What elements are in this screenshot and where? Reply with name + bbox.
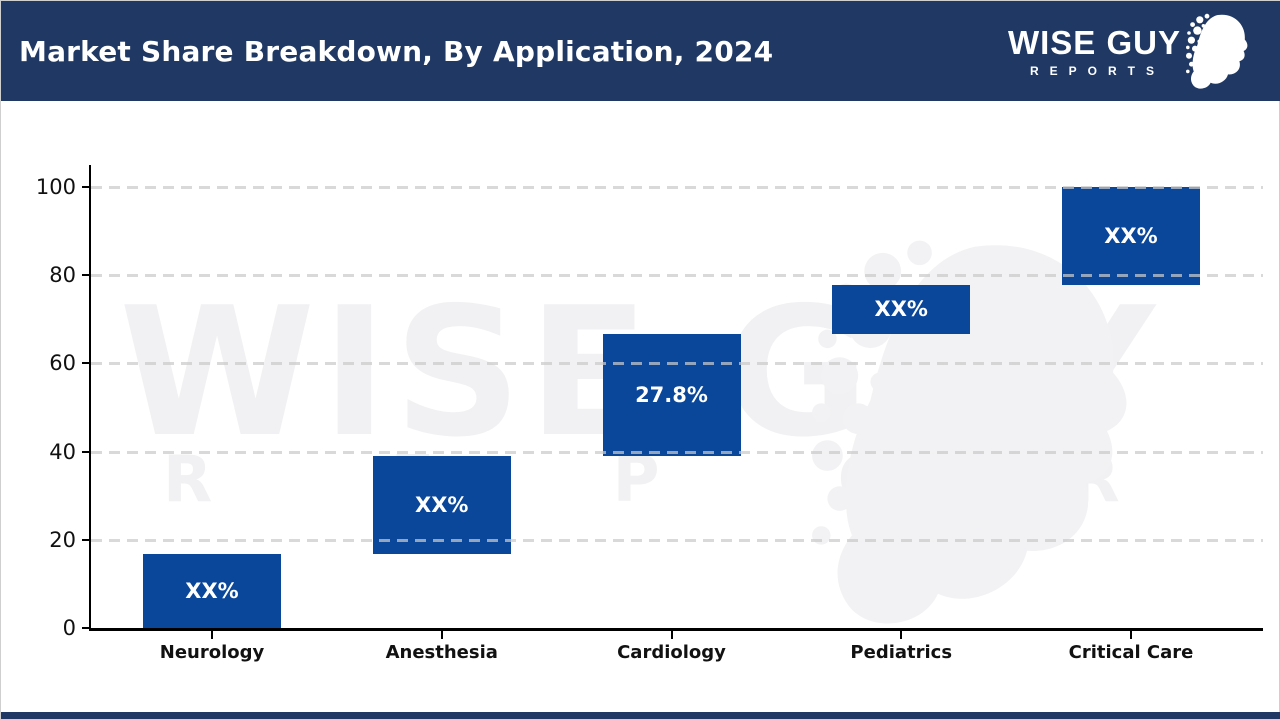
y-axis-label-100: 100 xyxy=(35,175,76,199)
x-axis-tick-3 xyxy=(900,630,903,639)
gridline-100 xyxy=(91,186,1263,189)
y-axis-label-40: 40 xyxy=(49,439,76,464)
brand-name: WISE GUY xyxy=(1007,23,1181,61)
y-axis-tick-40 xyxy=(82,450,91,453)
y-axis-label-20: 20 xyxy=(49,527,76,552)
bar-pediatrics: XX% xyxy=(832,284,971,334)
bar-value-label: 27.8% xyxy=(635,383,708,408)
bar-neurology: XX% xyxy=(143,554,281,628)
dotted-face-icon xyxy=(1186,13,1248,89)
gridline-40 xyxy=(91,450,1263,454)
gridline-60 xyxy=(91,362,1263,366)
x-axis-tick-4 xyxy=(1130,630,1132,639)
x-axis-label-1: Anesthesia xyxy=(385,642,498,663)
y-axis-label-60: 60 xyxy=(49,351,76,376)
y-axis-label-80: 80 xyxy=(49,263,76,288)
y-axis-tick-80 xyxy=(82,274,91,277)
bar-critical-care: XX% xyxy=(1062,187,1200,285)
x-axis-label-0: Neurology xyxy=(159,642,265,663)
x-axis-spine xyxy=(89,628,1263,631)
brand-logo-text: WISE GUY REPORTS xyxy=(1008,26,1181,77)
gridline-20 xyxy=(91,538,1263,542)
y-axis-label-0: 0 xyxy=(62,616,76,640)
brand-logo: WISE GUY REPORTS xyxy=(1008,9,1261,93)
bar-anesthesia: XX% xyxy=(372,456,511,555)
y-axis-spine xyxy=(89,165,91,631)
x-axis-label-3: Pediatrics xyxy=(850,642,953,663)
footer-bar xyxy=(1,712,1280,719)
y-axis-tick-0 xyxy=(82,627,91,629)
brand-subname: REPORTS xyxy=(1029,63,1165,78)
x-axis-label-4: Critical Care xyxy=(1068,642,1194,663)
x-axis-label-2: Cardiology xyxy=(617,642,726,663)
chart-title: Market Share Breakdown, By Application, … xyxy=(19,34,774,68)
bar-value-label: XX% xyxy=(874,297,928,322)
y-axis-tick-100 xyxy=(82,186,91,188)
bar-value-label: XX% xyxy=(415,493,469,518)
gridline-80 xyxy=(91,274,1263,278)
x-axis-tick-0 xyxy=(211,630,213,639)
x-axis-tick-1 xyxy=(440,630,443,639)
y-axis-tick-60 xyxy=(82,362,91,365)
bar-value-label: XX% xyxy=(1104,223,1158,248)
bar-value-label: XX% xyxy=(185,579,239,604)
header: Market Share Breakdown, By Application, … xyxy=(1,1,1280,101)
x-axis-tick-2 xyxy=(670,630,673,639)
bar-cardiology: 27.8% xyxy=(602,333,741,457)
y-axis-tick-20 xyxy=(82,538,91,541)
